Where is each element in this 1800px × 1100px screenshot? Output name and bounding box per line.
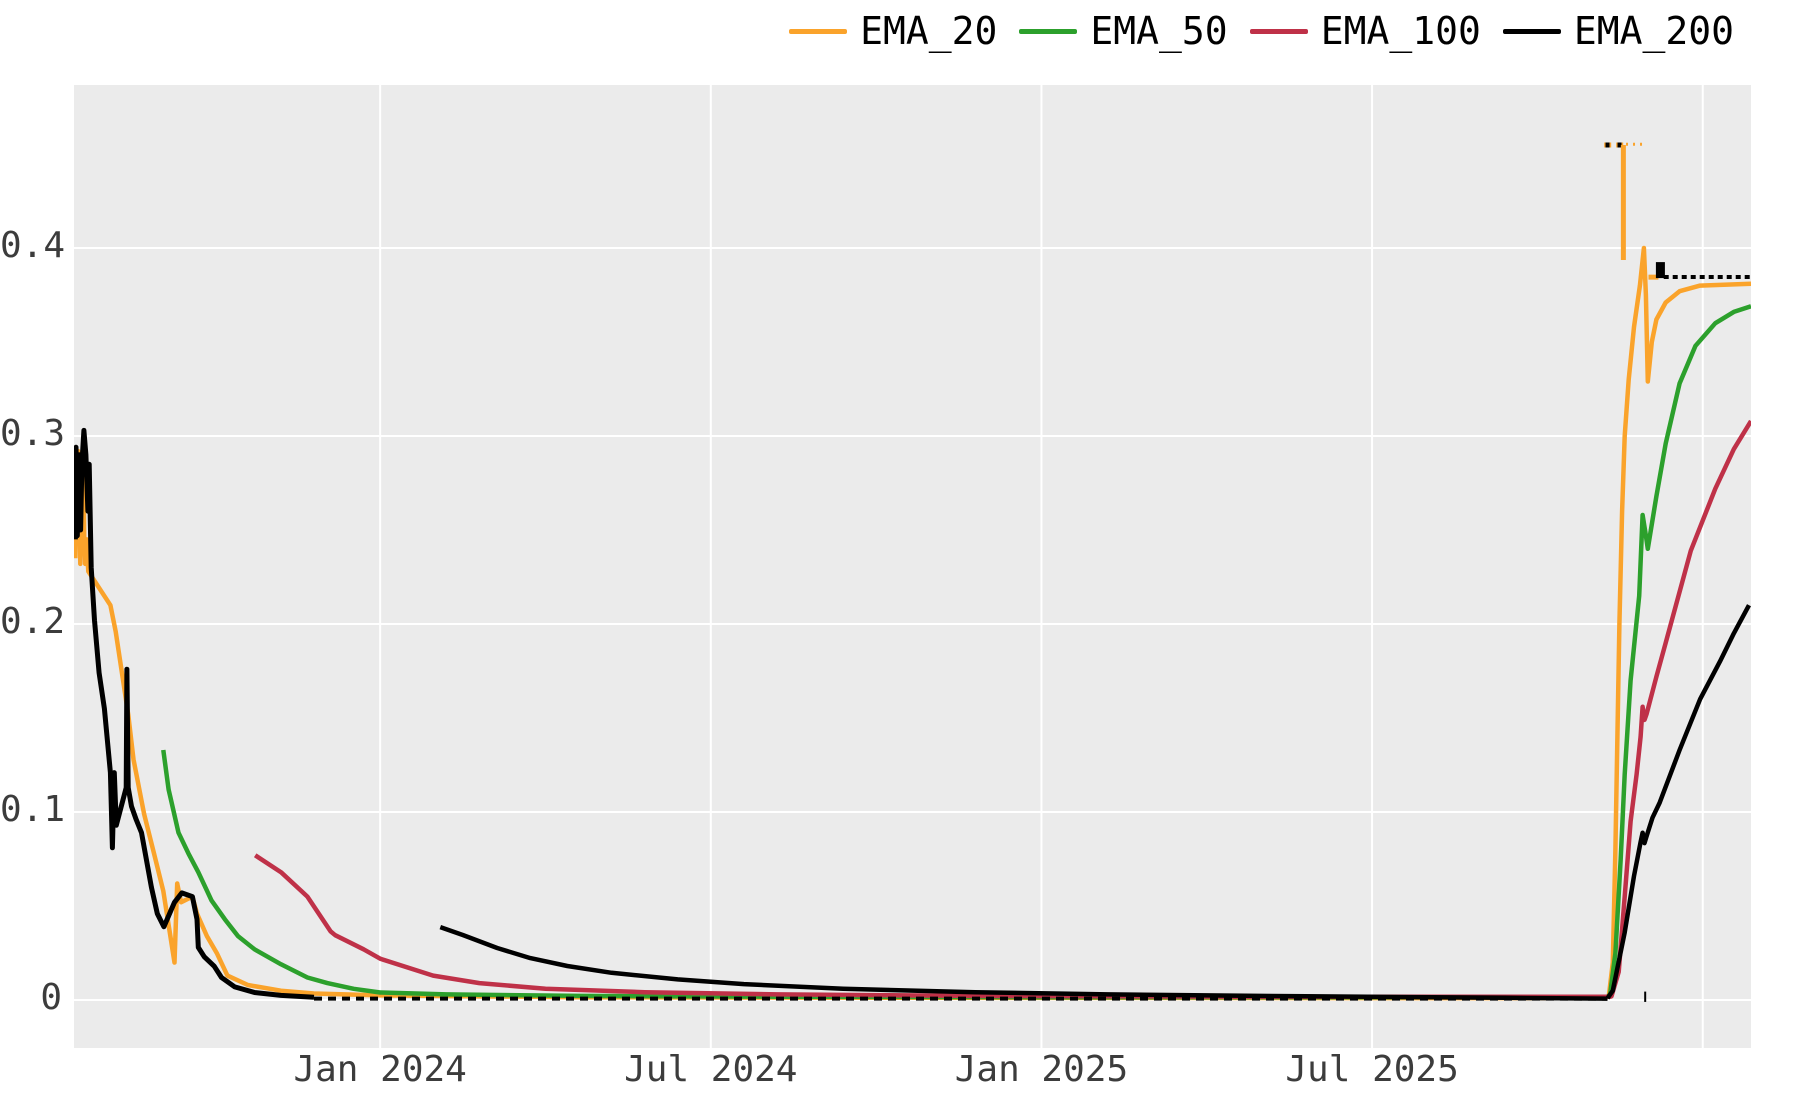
y-tick-label: 0.2 [0,601,66,643]
x-tick-label: Jul 2024 [624,1049,798,1090]
y-tick-label: 0 [40,977,62,1019]
x-tick-label: Jan 2025 [954,1049,1129,1090]
x-tick-label: Jan 2024 [293,1049,467,1090]
legend: EMA_20 EMA_50 EMA_100 EMA_200 [789,12,1734,50]
legend-label: EMA_20 [860,9,998,53]
legend-label: EMA_50 [1090,9,1228,53]
legend-item-EMA_100: EMA_100 [1249,9,1481,53]
legend-line-swatch [1019,28,1078,34]
legend-line-swatch [1249,28,1308,34]
y-tick-label: 0.4 [0,225,66,267]
series-EMA_200_curve [439,924,1608,1001]
plot-svg [74,85,1751,1048]
legend-line-swatch [1502,28,1561,34]
legend-line-swatch [789,28,848,34]
legend-label: EMA_100 [1320,9,1481,53]
y-tick-label: 0.3 [0,413,66,455]
y-tick-label: 0.1 [0,789,66,831]
series-EMA_200_takeoff [1605,604,1751,1000]
series-EMA_20 [74,245,1751,1001]
series-EMA_50 [161,304,1751,1000]
legend-label: EMA_200 [1573,9,1734,53]
legend-item-EMA_200: EMA_200 [1502,9,1734,53]
series-EMA_200_noisy [74,427,315,1000]
x-tick-label: Jul 2025 [1285,1049,1459,1090]
legend-item-EMA_50: EMA_50 [1019,9,1228,53]
plot-area [74,85,1751,1048]
legend-item-EMA_20: EMA_20 [789,12,997,50]
series-EMA_100 [253,419,1751,999]
